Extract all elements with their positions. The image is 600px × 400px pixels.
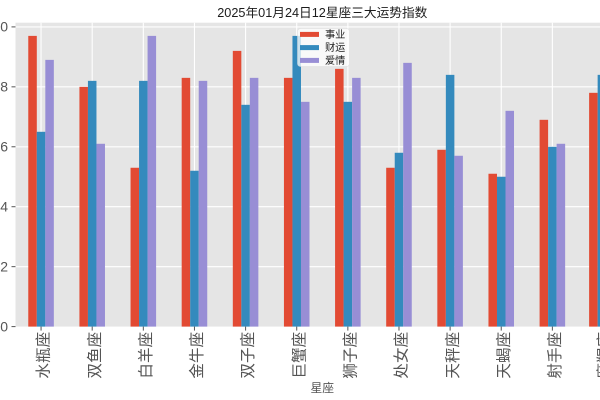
svg-text:4: 4: [0, 198, 8, 214]
svg-text:星座: 星座: [310, 381, 334, 395]
svg-text:白羊座: 白羊座: [137, 332, 155, 379]
svg-text:水瓶座: 水瓶座: [35, 332, 53, 379]
svg-text:摩羯座: 摩羯座: [596, 332, 600, 379]
svg-text:2025年01月24日12星座三大运势指数: 2025年01月24日12星座三大运势指数: [217, 5, 427, 20]
svg-text:天秤座: 天秤座: [444, 332, 462, 379]
svg-text:8: 8: [0, 79, 8, 95]
svg-text:处女座: 处女座: [392, 332, 411, 379]
svg-text:双鱼座: 双鱼座: [86, 332, 104, 379]
svg-text:财运: 财运: [325, 41, 345, 54]
svg-text:狮子座: 狮子座: [341, 332, 359, 379]
svg-text:天蝎座: 天蝎座: [495, 332, 513, 379]
svg-text:事业: 事业: [325, 28, 345, 41]
svg-text:0: 0: [0, 318, 8, 334]
svg-text:射手座: 射手座: [546, 332, 564, 379]
svg-text:2: 2: [0, 258, 8, 274]
svg-text:巨蟹座: 巨蟹座: [290, 332, 308, 379]
svg-text:6: 6: [0, 138, 8, 154]
svg-text:金牛座: 金牛座: [188, 332, 206, 379]
svg-text:爱情: 爱情: [325, 54, 345, 67]
svg-text:双子座: 双子座: [239, 332, 257, 379]
svg-text:10: 10: [0, 19, 8, 35]
